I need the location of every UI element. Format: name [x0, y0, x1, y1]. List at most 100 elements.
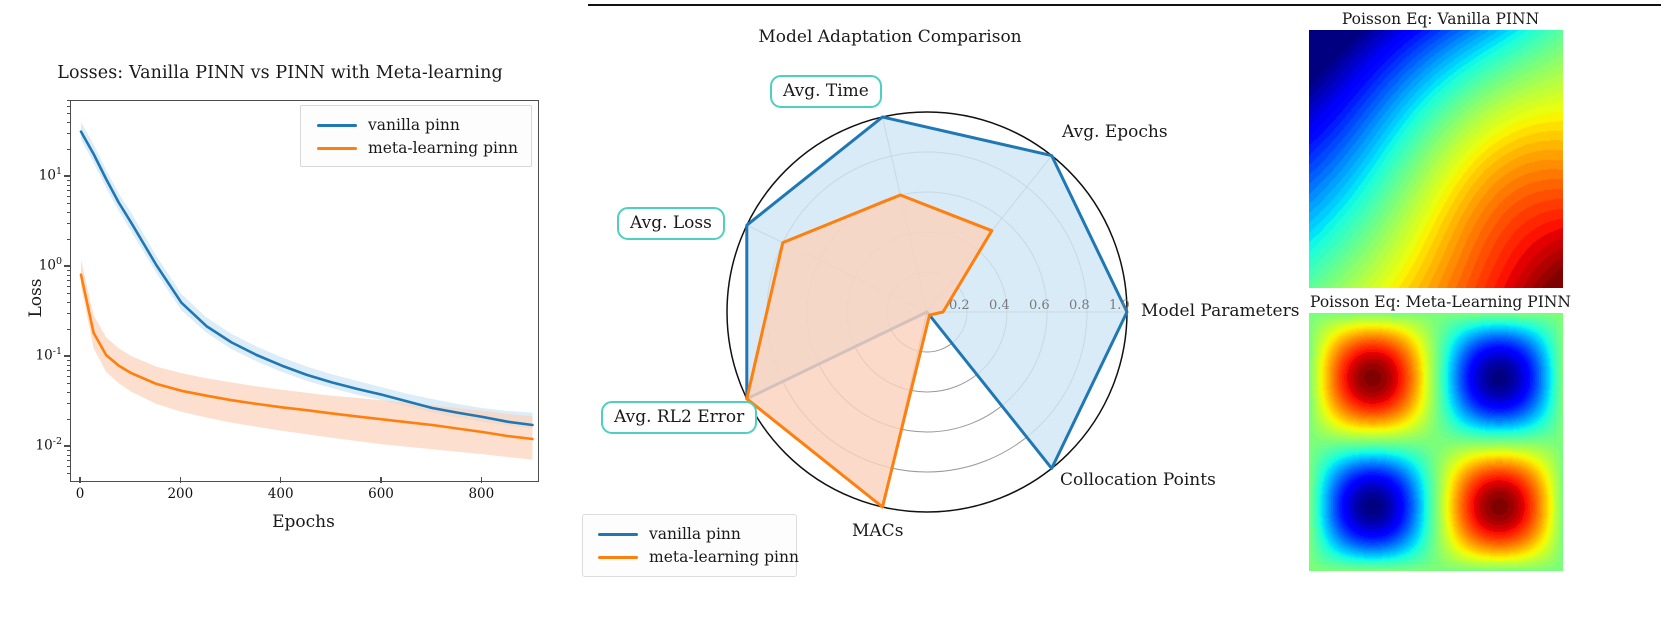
loss-x-tickmark [380, 477, 382, 483]
top-divider-rule [588, 4, 1661, 6]
radar-r-tick: 0.8 [1069, 298, 1090, 313]
loss-y-tickmark [64, 445, 70, 447]
radar-r-tick: 0.4 [989, 298, 1010, 313]
loss-y-tick: 10-2 [35, 435, 62, 454]
radar-axis-label-avg-time: Avg. Time [770, 75, 882, 108]
loss-series-lines [79, 130, 534, 441]
radar-polygon-meta-learning [745, 193, 994, 509]
radar-chart-panel: Model Adaptation Comparison 0.2 0.4 0.6 0.8… [560, 0, 1299, 620]
radar-legend-swatch-meta [598, 555, 638, 559]
loss-y-minor-tickmark [66, 402, 70, 405]
loss-y-minor-tickmark [66, 382, 70, 385]
loss-y-minor-tickmark [66, 369, 70, 371]
loss-chart-legend: vanilla pinn meta-learning pinn [300, 105, 532, 167]
loss-band-vanilla [81, 121, 533, 429]
loss-y-minor-tickmark [66, 196, 70, 198]
loss-y-minor-tickmark [66, 375, 70, 377]
loss-chart-title: Losses: Vanilla PINN vs PINN with Meta-l… [57, 63, 503, 83]
radar-r-tick: 1.0 [1109, 298, 1130, 313]
loss-chart-panel: Losses: Vanilla PINN vs PINN with Meta-l… [0, 0, 560, 620]
loss-x-tick: 400 [267, 486, 294, 502]
loss-y-minor-tickmark [66, 274, 70, 276]
loss-y-minor-tickmark [66, 301, 70, 303]
loss-y-minor-tickmark [66, 106, 70, 108]
radar-axis-label-collocation-points: Collocation Points [1060, 470, 1216, 490]
loss-line-meta-learning [79, 273, 534, 441]
loss-y-tickmark [64, 265, 70, 267]
radar-legend-swatch-vanilla [598, 532, 638, 536]
loss-y-minor-tickmark [66, 100, 70, 102]
radar-legend-label-vanilla: vanilla pinn [649, 525, 741, 543]
loss-y-minor-tickmark [66, 279, 70, 282]
loss-x-tick: 800 [468, 486, 495, 502]
loss-y-minor-tickmark [66, 180, 70, 182]
loss-plot-svg [79, 121, 534, 460]
radar-axis-label-avg-rl2-error: Avg. RL2 Error [601, 401, 758, 434]
loss-y-minor-tickmark [66, 418, 70, 420]
radar-axis-label-macs: MACs [852, 521, 904, 541]
loss-y-minor-tickmark [66, 238, 70, 241]
loss-y-minor-tickmark [66, 472, 70, 475]
heatmap-title-vanilla: Poisson Eq: Vanilla PINN [1341, 10, 1540, 28]
loss-y-minor-tickmark [66, 459, 70, 461]
loss-y-minor-tickmark [66, 391, 70, 393]
loss-y-minor-tickmark [66, 449, 70, 452]
loss-y-minor-tickmark [66, 121, 70, 124]
loss-x-tick: 0 [75, 486, 85, 502]
loss-y-tick: 101 [38, 166, 62, 184]
legend-item-meta: meta-learning pinn [317, 137, 518, 159]
loss-y-minor-tickmark [66, 184, 70, 186]
loss-y-tickmark [64, 355, 70, 357]
heatmap-meta-canvas [1309, 313, 1563, 571]
loss-y-minor-tickmark [66, 454, 70, 456]
loss-y-minor-tickmark [66, 360, 70, 362]
loss-y-minor-tickmark [66, 133, 70, 135]
legend-label-vanilla: vanilla pinn [368, 116, 460, 134]
legend-label-meta: meta-learning pinn [368, 139, 518, 157]
loss-y-tick: 100 [38, 255, 62, 274]
loss-y-minor-tickmark [66, 285, 70, 288]
heatmap-vanilla-canvas [1309, 30, 1563, 288]
radar-series-polygons [745, 115, 1129, 509]
legend-swatch-meta [317, 146, 357, 150]
loss-x-tickmark [79, 477, 81, 483]
loss-y-minor-tickmark [66, 148, 70, 151]
legend-swatch-vanilla [317, 123, 357, 127]
radar-legend-item-vanilla: vanilla pinn [598, 523, 741, 545]
radar-axis-label-model-parameters: Model Parameters [1141, 301, 1300, 321]
radar-chart-title: Model Adaptation Comparison [758, 27, 1022, 47]
loss-y-minor-tickmark [66, 203, 70, 205]
radar-chart-legend: vanilla pinn meta-learning pinn [582, 514, 799, 577]
loss-x-axis-label: Epochs [272, 512, 335, 532]
loss-y-minor-tickmark [66, 189, 70, 192]
loss-y-minor-tickmark [66, 364, 70, 366]
radar-r-tick: 0.2 [949, 298, 970, 313]
radar-axis-label-avg-epochs: Avg. Epochs [1062, 122, 1168, 142]
radar-legend-label-meta: meta-learning pinn [649, 548, 799, 566]
loss-line-vanilla [79, 130, 534, 427]
loss-y-minor-tickmark [66, 223, 70, 225]
loss-x-tick: 600 [368, 486, 394, 502]
radar-chart-svg: 0.2 0.4 0.6 0.8 1.0 [726, 111, 1130, 513]
radar-r-tick: 0.6 [1029, 298, 1050, 313]
heatmap-vanilla [1309, 30, 1563, 288]
loss-y-tickmark [64, 175, 70, 177]
loss-x-tick: 200 [167, 486, 194, 502]
loss-y-tick: 10-1 [35, 345, 62, 364]
loss-confidence-bands [81, 121, 533, 460]
legend-item-vanilla: vanilla pinn [317, 114, 460, 136]
radar-legend-item-meta: meta-learning pinn [598, 546, 799, 568]
loss-x-tickmark [279, 477, 282, 483]
loss-x-tickmark [480, 477, 483, 483]
loss-y-minor-tickmark [66, 270, 70, 272]
radar-radial-tick-labels: 0.2 0.4 0.6 0.8 1.0 [949, 298, 1130, 313]
loss-y-minor-tickmark [66, 293, 70, 295]
loss-y-minor-tickmark [66, 328, 70, 330]
heatmap-meta [1309, 313, 1563, 571]
radar-axis-label-avg-loss: Avg. Loss [617, 207, 725, 240]
loss-y-minor-tickmark [66, 211, 70, 213]
loss-band-meta-learning [81, 259, 533, 460]
heatmaps-panel: Poisson Eq: Vanilla PINN Poisson Eq: Met… [1220, 0, 1661, 620]
heatmap-title-meta: Poisson Eq: Meta-Learning PINN [1310, 293, 1571, 311]
loss-x-tickmark [179, 477, 182, 483]
